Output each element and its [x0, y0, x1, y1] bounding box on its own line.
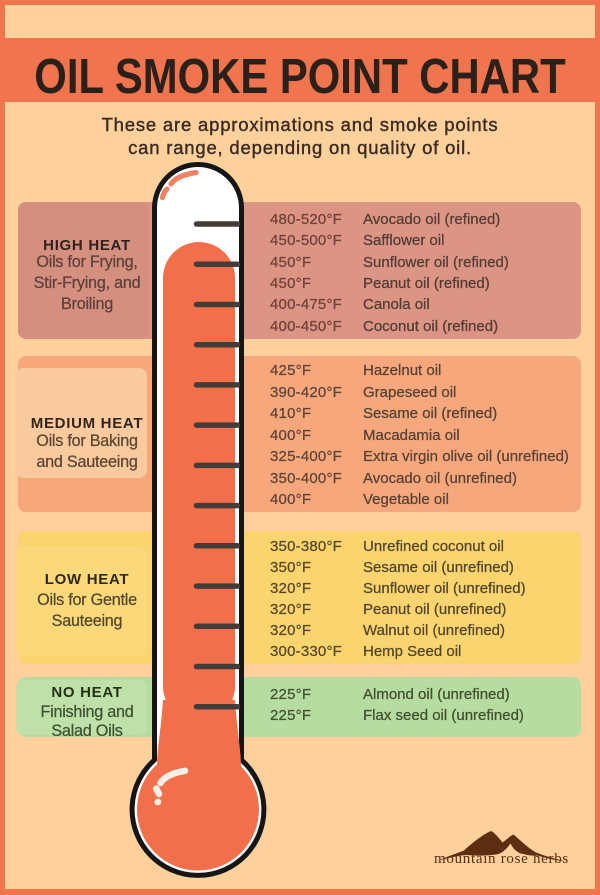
- svg-text:mountain rose herbs: mountain rose herbs: [434, 851, 569, 867]
